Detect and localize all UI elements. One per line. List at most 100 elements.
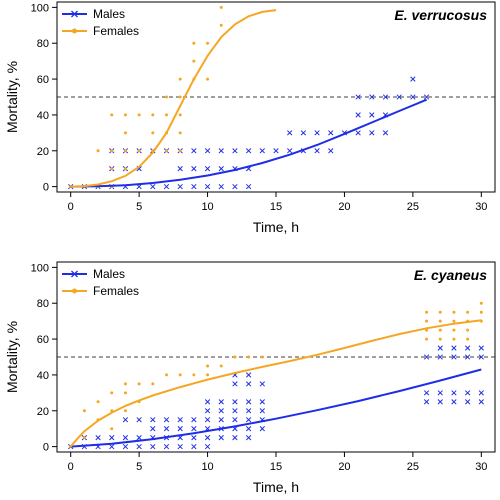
data-point-male [451,354,457,360]
x-tick-label: 30 [475,201,487,213]
legend-marker-dot [72,288,77,294]
data-point-female [466,310,470,314]
data-point-male [122,435,129,441]
y-tick-label: 40 [37,110,49,122]
data-point-male [245,426,252,432]
x-tick-label: 20 [338,461,350,473]
series-females [69,301,483,449]
data-point-female [192,59,196,63]
data-point-male [245,183,252,190]
data-point-male [204,166,211,172]
data-point-female [178,77,182,81]
y-tick-label: 100 [31,2,49,14]
data-point-male [232,399,238,405]
y-tick-label: 100 [31,262,49,274]
data-point-female [165,113,168,117]
data-point-male [191,166,197,172]
data-point-female [151,382,155,386]
data-point-male [369,94,375,100]
data-point-female [137,382,141,386]
data-point-male [355,130,361,136]
data-point-male [245,372,252,378]
x-tick-label: 25 [407,461,419,473]
data-point-male [163,426,170,432]
data-point-male [204,148,211,154]
data-point-female [96,149,100,153]
data-point-female [123,167,127,171]
data-point-male [355,94,361,100]
data-point-male [451,390,457,396]
data-point-male [410,94,416,100]
data-point-male [464,390,471,396]
panel-e-verrucosus: 0 5 10 15 20 25 30 0 20 40 60 80 100 Time, h Mortality… [4,1,496,235]
data-point-male [232,435,238,441]
data-point-female [452,337,456,341]
data-point-female [137,113,141,117]
data-point-male [177,166,183,172]
data-point-female [479,301,483,305]
data-point-male [423,94,430,100]
data-point-male [150,417,156,423]
data-point-male [410,76,416,82]
data-point-female [466,337,470,341]
data-point-female [110,391,114,395]
data-point-male [232,183,238,190]
data-point-male [218,183,224,190]
fit-curve-females [69,319,482,448]
data-point-male [122,417,129,423]
data-point-male [259,381,265,387]
data-point-female [438,310,442,314]
data-point-male [245,381,252,387]
y-tick-label: 0 [43,442,49,454]
series-males [68,345,484,450]
legend-label: Males [93,267,125,281]
data-point-male [136,417,142,423]
legend-marker-dot [72,28,77,34]
data-point-female [165,95,168,99]
data-point-female [206,41,210,45]
data-point-male [232,417,238,423]
data-point-female [206,77,210,81]
data-point-male [437,390,443,396]
data-point-female [123,382,127,386]
data-point-male [191,148,197,154]
data-point-female [110,113,114,117]
data-point-male [136,443,142,450]
data-point-male [136,435,142,441]
data-point-male [204,443,211,450]
data-point-female [479,310,483,314]
data-point-male [423,390,430,396]
y-tick-label: 20 [37,146,49,158]
data-point-female [137,149,141,153]
data-point-male [204,408,211,414]
data-point-female [82,436,86,440]
legend-label: Females [93,24,139,38]
data-point-male [478,399,484,405]
x-tick-label: 0 [68,461,74,473]
data-point-male [218,408,224,414]
x-tick-label: 5 [136,461,142,473]
x-tick-label: 30 [475,461,487,473]
data-point-male [232,148,238,154]
x-tick-label: 15 [270,201,282,213]
data-point-male [259,426,265,432]
data-point-female [165,149,168,153]
panel-e-cyaneus: 0 5 10 15 20 25 30 0 20 40 60 80 100 Time, h Mortality… [4,261,496,495]
data-point-female [192,373,196,377]
data-point-male [245,399,252,405]
panel-title: E. cyaneus [414,267,487,283]
legend-label: Females [93,284,139,298]
data-point-male [232,408,238,414]
data-point-male [204,399,211,405]
data-point-male [245,148,252,154]
data-point-female [452,319,456,323]
data-point-female [165,373,168,377]
data-point-female [452,328,456,332]
panel-title: E. verrucosus [394,7,487,23]
data-point-female [219,364,223,368]
data-point-female [206,364,210,368]
data-point-male [163,417,170,423]
data-point-male [163,443,170,450]
data-point-male [300,130,307,136]
data-point-female [178,149,182,153]
